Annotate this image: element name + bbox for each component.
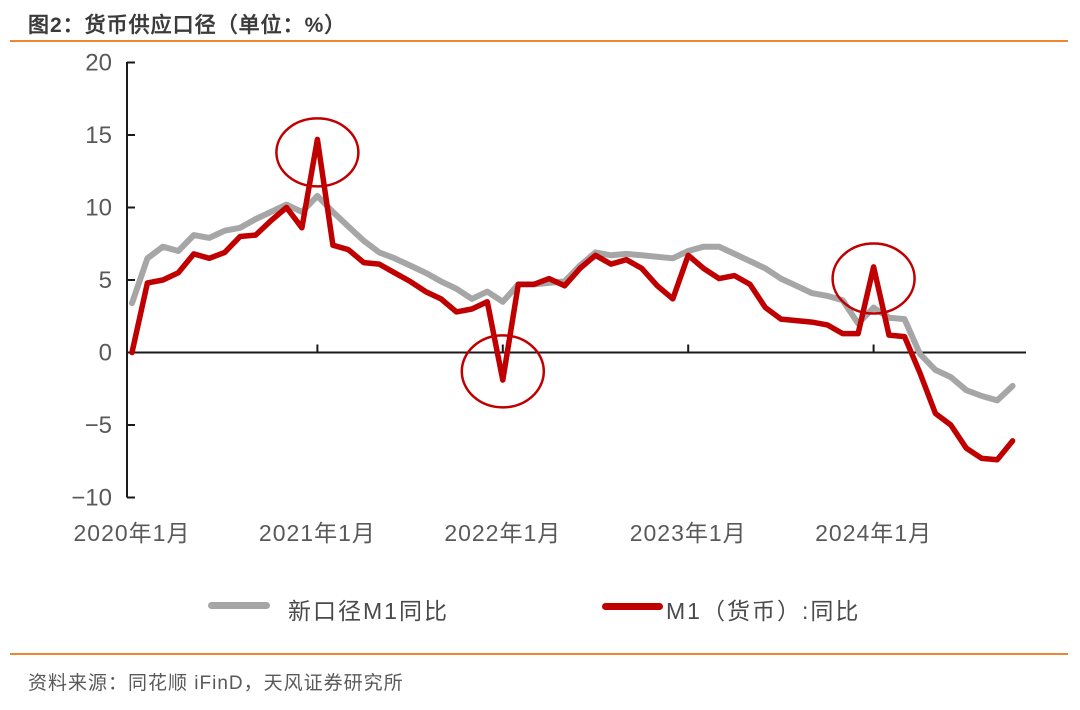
m1-old-caliber-line — [129, 136, 1016, 463]
x-tick-label: 2022年1月 — [444, 520, 561, 546]
legend-swatch-old-caliber — [602, 603, 663, 610]
x-tick-label: 2023年1月 — [630, 520, 747, 546]
source-note: 资料来源：同花顺 iFinD，天风证券研究所 — [28, 673, 404, 694]
title-divider — [10, 40, 1068, 42]
x-tick-label: 2021年1月 — [259, 520, 376, 546]
y-tick-label: 15 — [85, 122, 112, 149]
y-tick-label: −5 — [85, 412, 112, 439]
x-tick-label: 2024年1月 — [815, 520, 932, 546]
source-divider — [10, 653, 1068, 655]
annotation-circle — [460, 334, 546, 409]
y-tick-label: 5 — [99, 267, 112, 294]
legend-swatch-new-caliber — [208, 602, 270, 609]
y-tick-label: −10 — [71, 485, 112, 512]
y-tick-label: 10 — [85, 195, 112, 222]
legend-label-old-caliber: M1（货币）:同比 — [666, 598, 861, 624]
x-tick-label: 2020年1月 — [74, 520, 191, 546]
y-tick-label: 0 — [99, 340, 112, 367]
figure-title: 图2：货币供应口径（单位：%） — [28, 14, 347, 37]
legend-label-new-caliber: 新口径M1同比 — [288, 598, 449, 624]
y-tick-label: 20 — [85, 50, 112, 77]
annotation-circle — [275, 117, 360, 188]
annotation-circle — [831, 242, 916, 315]
